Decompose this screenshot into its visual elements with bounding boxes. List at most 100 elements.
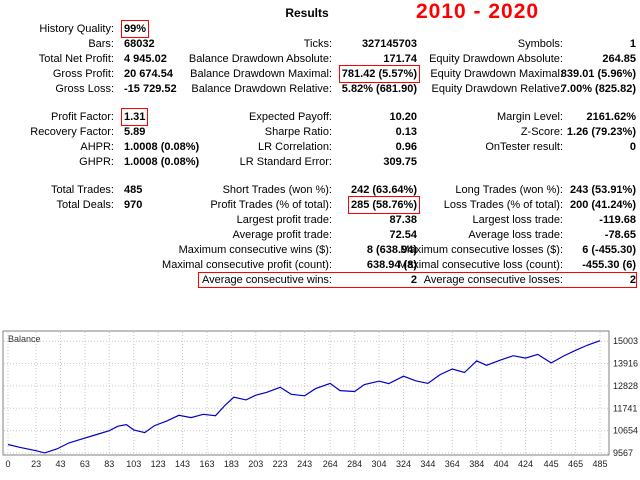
stat-value-text: 87.38 bbox=[389, 214, 417, 226]
stat-value: 6 (-455.30) bbox=[582, 243, 636, 258]
stats-row: Total Deals: 970 Profit Trades (% of total… bbox=[2, 196, 636, 214]
stat-value-text: 0.13 bbox=[395, 126, 417, 138]
stat-value-text: 20 674.54 bbox=[124, 68, 173, 80]
stat-label: Equity Drawdown Absolute: bbox=[429, 53, 563, 65]
stat-value-text: 243 (53.91%) bbox=[569, 184, 636, 196]
stat-value-text: 1.31 bbox=[120, 108, 149, 126]
stats-row: Maximum consecutive wins ($): 8 (638.94) M… bbox=[2, 243, 636, 258]
x-tick-label: 103 bbox=[126, 459, 141, 469]
stat-value-text: 200 (41.24%) bbox=[569, 199, 636, 211]
x-tick-label: 304 bbox=[372, 459, 387, 469]
stat-value: 485 bbox=[124, 183, 142, 198]
stat-value: 285 (58.76%) bbox=[347, 196, 421, 214]
x-tick-label: 404 bbox=[494, 459, 509, 469]
stats-row: Largest profit trade: 87.38 Largest loss t… bbox=[2, 213, 636, 228]
stat-value-text: 1.0008 (0.08%) bbox=[124, 141, 200, 153]
stat-value: 7.00% (825.82) bbox=[561, 82, 636, 97]
stat-value: 2161.62% bbox=[586, 110, 636, 125]
stat-value: 970 bbox=[124, 198, 142, 213]
stat-label: Largest loss trade: bbox=[472, 214, 564, 226]
stat-value: 4 945.02 bbox=[124, 52, 167, 67]
stat-label: Average consecutive wins: bbox=[201, 274, 332, 286]
x-tick-label: 324 bbox=[396, 459, 411, 469]
stat-value: 171.74 bbox=[383, 52, 417, 67]
y-tick-label: 9567 bbox=[613, 448, 633, 458]
stat-value: 1.0008 (0.08%) bbox=[124, 140, 199, 155]
stat-label: Total Trades: bbox=[51, 184, 114, 196]
stats-row: Average profit trade: 72.54 Average loss t… bbox=[2, 228, 636, 243]
stat-value-text: 10.20 bbox=[389, 111, 417, 123]
x-tick-label: 203 bbox=[248, 459, 263, 469]
stat-value: 264.85 bbox=[602, 52, 636, 67]
stats-row: Total Net Profit: 4 945.02 Balance Drawdow… bbox=[2, 52, 636, 67]
stat-value-text: 309.75 bbox=[383, 156, 417, 168]
stat-value-text: 1 bbox=[629, 38, 636, 50]
stat-label: Symbols: bbox=[517, 38, 563, 50]
stat-value: 1.31 bbox=[120, 108, 149, 126]
stat-value-text: 0 bbox=[629, 141, 636, 153]
x-tick-label: 183 bbox=[224, 459, 239, 469]
stat-label: Recovery Factor: bbox=[30, 126, 114, 138]
chart-frame bbox=[2, 330, 610, 456]
x-tick-label: 243 bbox=[297, 459, 312, 469]
x-tick-label: 364 bbox=[445, 459, 460, 469]
x-tick-label: 223 bbox=[273, 459, 288, 469]
stat-value-text: 8 (638.94) bbox=[366, 244, 417, 256]
stat-value-text: 839.01 (5.96%) bbox=[560, 68, 636, 80]
stat-value-text: 171.74 bbox=[383, 53, 417, 65]
stat-label: Margin Level: bbox=[496, 111, 563, 123]
stat-value: 243 (53.91%) bbox=[570, 183, 636, 198]
stat-value-text: -78.65 bbox=[604, 229, 636, 241]
stat-value: 1.0008 (0.08%) bbox=[124, 155, 199, 170]
stat-value-text: 68032 bbox=[124, 38, 155, 50]
stat-label: Sharpe Ratio: bbox=[264, 126, 332, 138]
stat-value: 781.42 (5.57%) bbox=[338, 65, 421, 83]
stat-label: Gross Profit: bbox=[52, 68, 114, 80]
stat-value-text: -15 729.52 bbox=[124, 83, 177, 95]
stat-value-text: 285 (58.76%) bbox=[347, 196, 421, 214]
stat-value-text: 72.54 bbox=[389, 229, 417, 241]
stat-value-text: 264.85 bbox=[602, 53, 636, 65]
stat-value-text: 2161.62% bbox=[586, 111, 636, 123]
y-tick-label: 15003 bbox=[613, 336, 638, 346]
stat-value: 1.26 (79.23%) bbox=[567, 125, 636, 140]
stat-label: Average profit trade: bbox=[232, 229, 332, 241]
stat-value: 327145703 bbox=[362, 37, 417, 52]
x-tick-label: 43 bbox=[55, 459, 65, 469]
stat-value: 72.54 bbox=[389, 228, 417, 243]
stat-value: 68032 bbox=[124, 37, 155, 52]
x-tick-label: 143 bbox=[175, 459, 190, 469]
stat-value-text: 6 (-455.30) bbox=[582, 244, 636, 256]
balance-line bbox=[7, 340, 601, 454]
stats-row: Average consecutive wins: 2 Average consec… bbox=[2, 272, 637, 288]
stat-value-text: 2 bbox=[410, 274, 417, 286]
stat-value: 309.75 bbox=[383, 155, 417, 170]
x-tick-label: 344 bbox=[420, 459, 435, 469]
stats-row: Recovery Factor: 5.89 Sharpe Ratio: 0.13 Z-S… bbox=[2, 125, 636, 140]
stat-value-text: -455.30 (6) bbox=[582, 259, 636, 271]
chart-series-label: Balance bbox=[8, 334, 41, 344]
stat-label: Equity Drawdown Maximal: bbox=[430, 68, 563, 80]
stats-row: Profit Factor: 1.31 Expected Payoff: 10.20 M… bbox=[2, 108, 636, 126]
stat-value: 99% bbox=[120, 20, 150, 38]
stat-label: Bars: bbox=[88, 38, 114, 50]
stat-label: History Quality: bbox=[39, 23, 114, 35]
x-tick-label: 23 bbox=[31, 459, 41, 469]
stat-value-text: -119.68 bbox=[599, 214, 636, 226]
stat-label: Long Trades (won %): bbox=[455, 184, 563, 196]
stat-value: 10.20 bbox=[389, 110, 417, 125]
x-tick-label: 83 bbox=[104, 459, 114, 469]
stat-value: -455.30 (6) bbox=[582, 258, 636, 273]
stat-value-text: 5.89 bbox=[124, 126, 146, 138]
stat-value: 0.96 bbox=[396, 140, 417, 155]
stat-value: 200 (41.24%) bbox=[570, 198, 636, 213]
stat-label: Expected Payoff: bbox=[249, 111, 332, 123]
stat-value-text: 638.94 (8) bbox=[366, 259, 417, 271]
stat-label: LR Correlation: bbox=[258, 141, 332, 153]
stat-label: Gross Loss: bbox=[55, 83, 114, 95]
y-tick-label: 12828 bbox=[613, 381, 638, 391]
stat-value: -78.65 bbox=[605, 228, 636, 243]
stats-row: AHPR: 1.0008 (0.08%) LR Correlation: 0.96 On… bbox=[2, 140, 636, 155]
stat-value-text: 1.0008 (0.08%) bbox=[124, 156, 200, 168]
